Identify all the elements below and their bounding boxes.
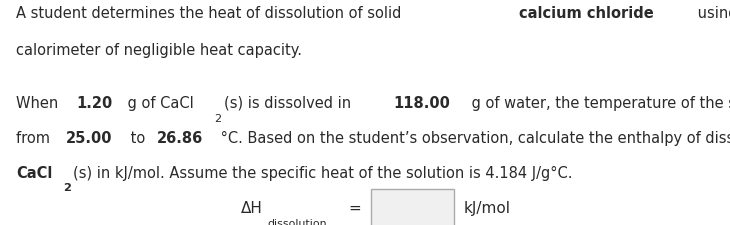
Text: (s) is dissolved in: (s) is dissolved in — [224, 96, 356, 111]
Text: A student determines the heat of dissolution of solid: A student determines the heat of dissolu… — [16, 6, 406, 21]
Text: g of CaCl: g of CaCl — [123, 96, 194, 111]
Text: 26.86: 26.86 — [157, 131, 203, 146]
Text: 1.20: 1.20 — [77, 96, 113, 111]
Text: calcium chloride: calcium chloride — [519, 6, 654, 21]
Text: g of water, the temperature of the solution increases: g of water, the temperature of the solut… — [467, 96, 730, 111]
Text: calorimeter of negligible heat capacity.: calorimeter of negligible heat capacity. — [16, 43, 302, 58]
Text: kJ/mol: kJ/mol — [464, 201, 510, 216]
Text: from: from — [16, 131, 55, 146]
Bar — [371, 189, 455, 225]
Text: (s) in kJ/mol. Assume the specific heat of the solution is 4.184 J/g°C.: (s) in kJ/mol. Assume the specific heat … — [73, 166, 572, 181]
Text: CaCl: CaCl — [16, 166, 53, 181]
Text: 2: 2 — [63, 183, 71, 193]
Text: 25.00: 25.00 — [66, 131, 112, 146]
Text: When: When — [16, 96, 63, 111]
Text: dissolution: dissolution — [268, 219, 327, 225]
Text: 2: 2 — [215, 113, 222, 124]
Text: ΔH: ΔH — [241, 201, 263, 216]
Text: using a coffee-cup: using a coffee-cup — [694, 6, 730, 21]
Text: 118.00: 118.00 — [393, 96, 450, 111]
Text: to: to — [126, 131, 150, 146]
Text: =: = — [348, 201, 361, 216]
Text: °C. Based on the student’s observation, calculate the enthalpy of dissolution of: °C. Based on the student’s observation, … — [216, 131, 730, 146]
